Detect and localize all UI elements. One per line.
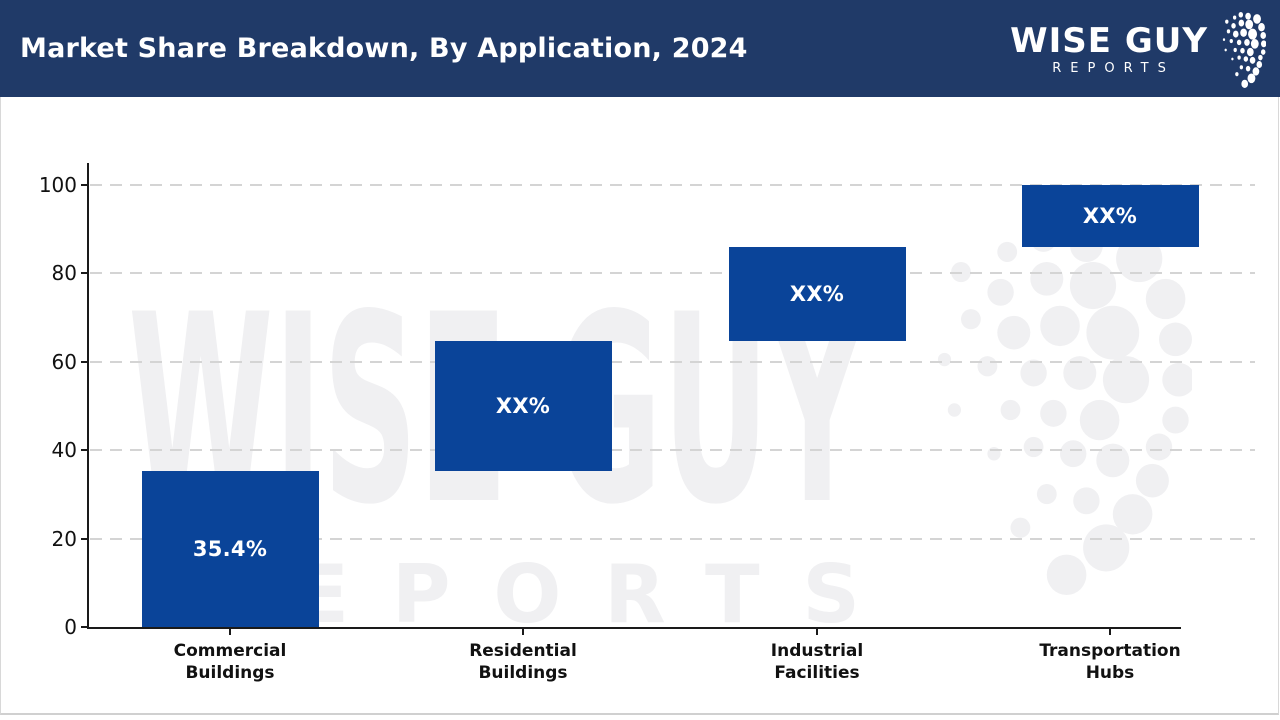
bar-segment: XX% bbox=[434, 340, 612, 471]
bar-value-label: 35.4% bbox=[192, 536, 268, 561]
wise-guy-reports-logo: WISE GUY REPORTS bbox=[1010, 6, 1267, 94]
gridline bbox=[90, 184, 1255, 186]
page-title: Market Share Breakdown, By Application, … bbox=[20, 33, 748, 64]
y-axis-tick bbox=[81, 537, 88, 540]
y-axis-tick bbox=[81, 184, 88, 186]
bar-segment: XX% bbox=[1021, 185, 1199, 247]
gridline bbox=[90, 537, 1255, 540]
gridline bbox=[90, 360, 1255, 363]
logo-brand-subtitle: REPORTS bbox=[1052, 60, 1175, 76]
x-axis-tick bbox=[1109, 627, 1111, 635]
y-tick-label: 0 bbox=[64, 615, 77, 639]
bar-value-label: XX% bbox=[495, 393, 551, 418]
y-axis-line bbox=[87, 163, 89, 629]
y-tick-label: 100 bbox=[38, 173, 77, 197]
gridline bbox=[90, 449, 1255, 452]
y-tick-label: 40 bbox=[51, 438, 77, 463]
header-bar: Market Share Breakdown, By Application, … bbox=[0, 0, 1280, 97]
y-tick-label: 60 bbox=[51, 349, 77, 374]
y-tick-label: 20 bbox=[51, 526, 77, 551]
y-axis-tick bbox=[81, 272, 88, 275]
gridline bbox=[90, 272, 1255, 275]
y-axis-tick bbox=[81, 626, 88, 628]
logo-face-dots-icon bbox=[1210, 12, 1267, 88]
x-axis-tick bbox=[522, 627, 524, 635]
bar-value-label: XX% bbox=[1082, 203, 1138, 228]
x-category-label: Residential Buildings bbox=[469, 641, 577, 684]
bar-segment: XX% bbox=[728, 246, 906, 341]
x-axis-tick bbox=[816, 627, 818, 635]
y-axis-tick bbox=[81, 360, 88, 363]
y-axis-tick bbox=[81, 449, 88, 452]
x-category-label: Industrial Facilities bbox=[770, 641, 864, 684]
logo-text: WISE GUY REPORTS bbox=[1010, 21, 1208, 76]
y-tick-label: 80 bbox=[51, 261, 77, 286]
logo-brand-name: WISE GUY bbox=[1010, 21, 1208, 62]
bar-segment: 35.4% bbox=[141, 470, 319, 627]
x-axis-line bbox=[87, 627, 1181, 629]
bar-value-label: XX% bbox=[789, 281, 845, 306]
watermark-face-dots bbox=[862, 225, 1196, 595]
x-category-label: Commercial Buildings bbox=[173, 641, 287, 684]
x-axis-tick bbox=[229, 627, 231, 635]
x-category-label: Transportation Hubs bbox=[1039, 641, 1181, 684]
